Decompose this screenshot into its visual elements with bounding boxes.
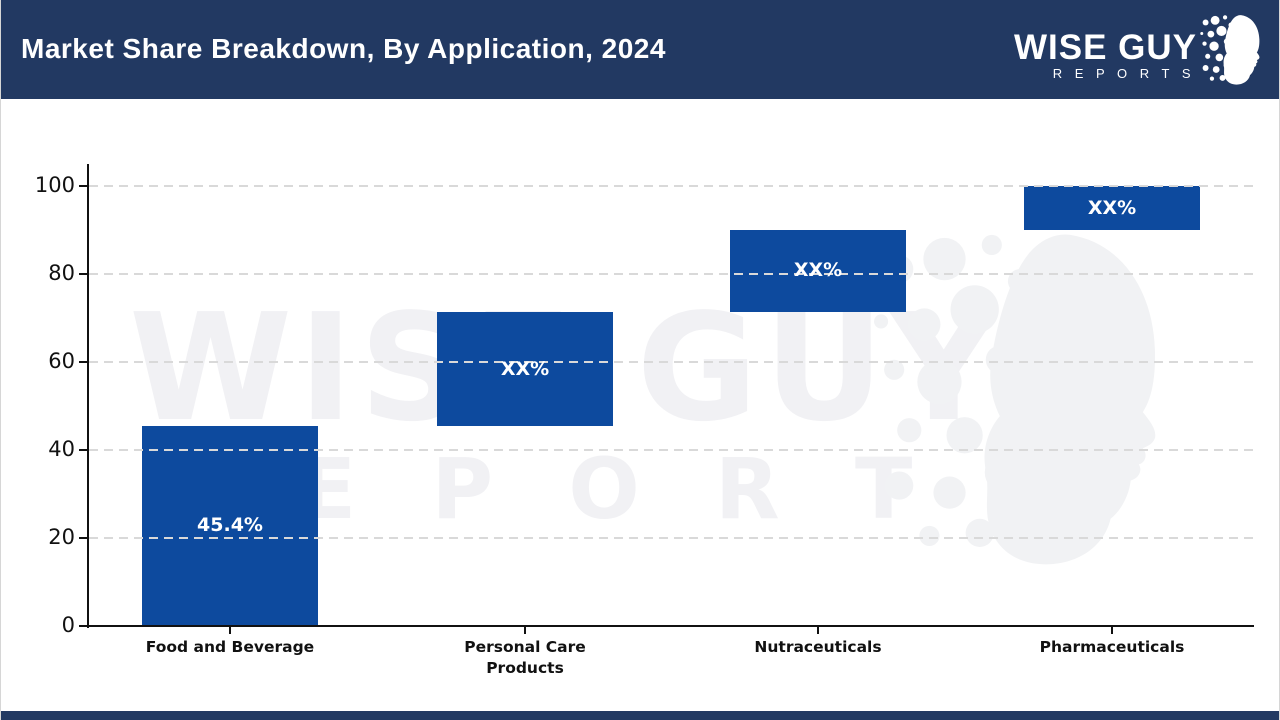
y-tick-mark xyxy=(79,625,89,627)
y-gridline xyxy=(89,273,1254,275)
bar-value-label: XX% xyxy=(1087,197,1137,219)
bar-segment xyxy=(730,230,906,312)
y-axis-line xyxy=(87,164,89,628)
bar-value-label: XX% xyxy=(500,357,550,380)
y-tick-mark xyxy=(79,185,89,187)
y-tick-label: 80 xyxy=(48,261,75,285)
bar-segment xyxy=(1024,186,1200,230)
x-tick-mark xyxy=(524,627,526,634)
logo: WISE GUY R E P O R T S xyxy=(1005,8,1265,92)
y-tick-label: 100 xyxy=(34,173,75,197)
y-gridline xyxy=(89,537,1254,539)
watermark-face-icon xyxy=(874,234,1156,565)
x-category-label: Food and Beverage xyxy=(145,638,315,656)
y-tick-label: 20 xyxy=(48,525,75,549)
page-title: Market Share Breakdown, By Application, … xyxy=(21,33,666,64)
bar-value-label: XX% xyxy=(793,259,843,281)
x-axis-line xyxy=(87,625,1254,627)
bar-value-label: 45.4% xyxy=(197,514,263,537)
logo-wordmark: WISE GUY xyxy=(1013,28,1197,67)
x-tick-mark xyxy=(1111,627,1113,634)
y-gridline xyxy=(89,185,1254,187)
y-tick-mark xyxy=(79,537,89,539)
x-tick-mark xyxy=(229,627,231,634)
footer-bar xyxy=(1,711,1279,720)
y-tick-mark xyxy=(79,273,89,275)
logo-subtitle: R E P O R T S xyxy=(1052,66,1195,81)
x-tick-mark xyxy=(817,627,819,634)
x-category-label: Personal Care Products xyxy=(464,638,586,677)
y-tick-label: 0 xyxy=(61,613,75,637)
bar-segment xyxy=(437,311,613,427)
y-tick-label: 60 xyxy=(48,349,75,373)
y-gridline xyxy=(89,361,1254,363)
header-bar: Market Share Breakdown, By Application, … xyxy=(1,0,1279,99)
y-tick-label: 40 xyxy=(48,437,75,461)
x-category-label: Nutraceuticals xyxy=(754,638,882,656)
y-tick-mark xyxy=(79,361,89,363)
x-category-label: Pharmaceuticals xyxy=(1039,638,1185,656)
logo-face-icon xyxy=(1200,15,1260,85)
bar-segment xyxy=(142,426,318,626)
y-gridline xyxy=(89,449,1254,451)
y-tick-mark xyxy=(79,449,89,451)
